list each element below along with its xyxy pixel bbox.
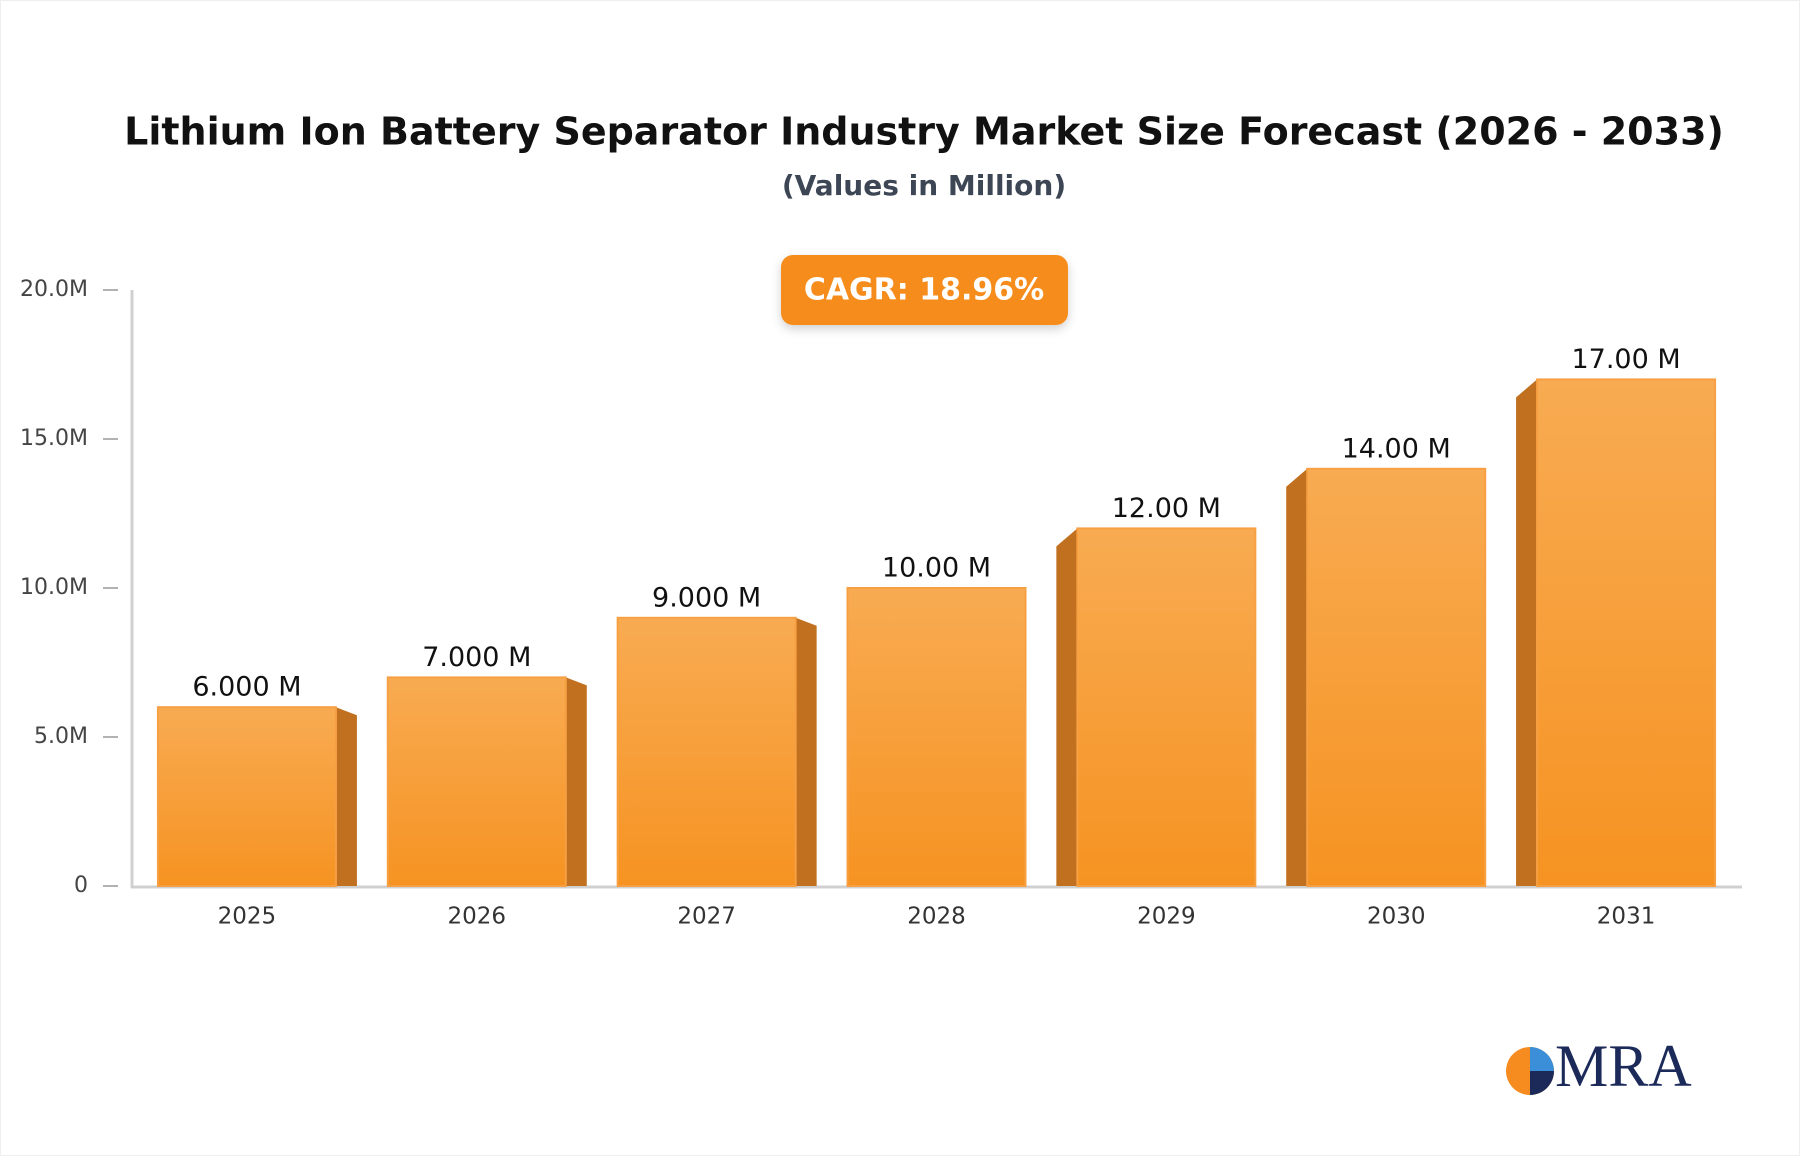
value-label: 12.00 M — [1112, 493, 1221, 524]
x-tick-label: 2026 — [448, 904, 507, 930]
y-tick-label: 10.0M — [20, 575, 88, 600]
bar-side — [795, 617, 817, 886]
y-tick-label: 20.0M — [20, 277, 88, 302]
cagr-badge — [781, 255, 1068, 325]
value-label: 14.00 M — [1342, 433, 1451, 464]
bar-side — [1286, 468, 1308, 886]
y-tick-label: 15.0M — [20, 426, 88, 451]
bar — [386, 676, 567, 888]
value-label: 10.00 M — [882, 553, 991, 584]
x-tick-label: 2028 — [907, 904, 966, 930]
x-tick-label: 2029 — [1137, 904, 1196, 930]
bar — [846, 587, 1027, 887]
bar-side — [1056, 528, 1078, 886]
chart-subtitle: (Values in Million) — [782, 169, 1066, 202]
y-tick-label: 0 — [74, 873, 88, 898]
x-tick-label: 2027 — [677, 904, 736, 930]
logo-slice — [1530, 1047, 1554, 1071]
logo: MRA — [1506, 1033, 1692, 1099]
bar-side — [335, 707, 357, 886]
bar — [1306, 467, 1487, 887]
y-tick-label: 5.0M — [34, 724, 88, 749]
x-tick-label: 2030 — [1367, 904, 1426, 930]
value-label: 9.000 M — [652, 582, 761, 613]
bar-side — [1516, 379, 1538, 886]
logo-text: MRA — [1555, 1033, 1692, 1099]
bar — [1536, 378, 1717, 887]
bar — [156, 706, 337, 888]
x-tick-label: 2031 — [1597, 904, 1656, 930]
chart-title: Lithium Ion Battery Separator Industry M… — [124, 110, 1724, 154]
value-label: 6.000 M — [192, 672, 301, 703]
bar-side — [565, 677, 587, 886]
cagr-label: CAGR: 18.96% — [804, 273, 1044, 308]
bar — [616, 616, 797, 887]
x-tick-label: 2025 — [218, 904, 277, 930]
bar — [1076, 527, 1257, 888]
logo-slice — [1530, 1071, 1554, 1095]
value-label: 17.00 M — [1571, 344, 1680, 375]
value-label: 7.000 M — [422, 642, 531, 673]
